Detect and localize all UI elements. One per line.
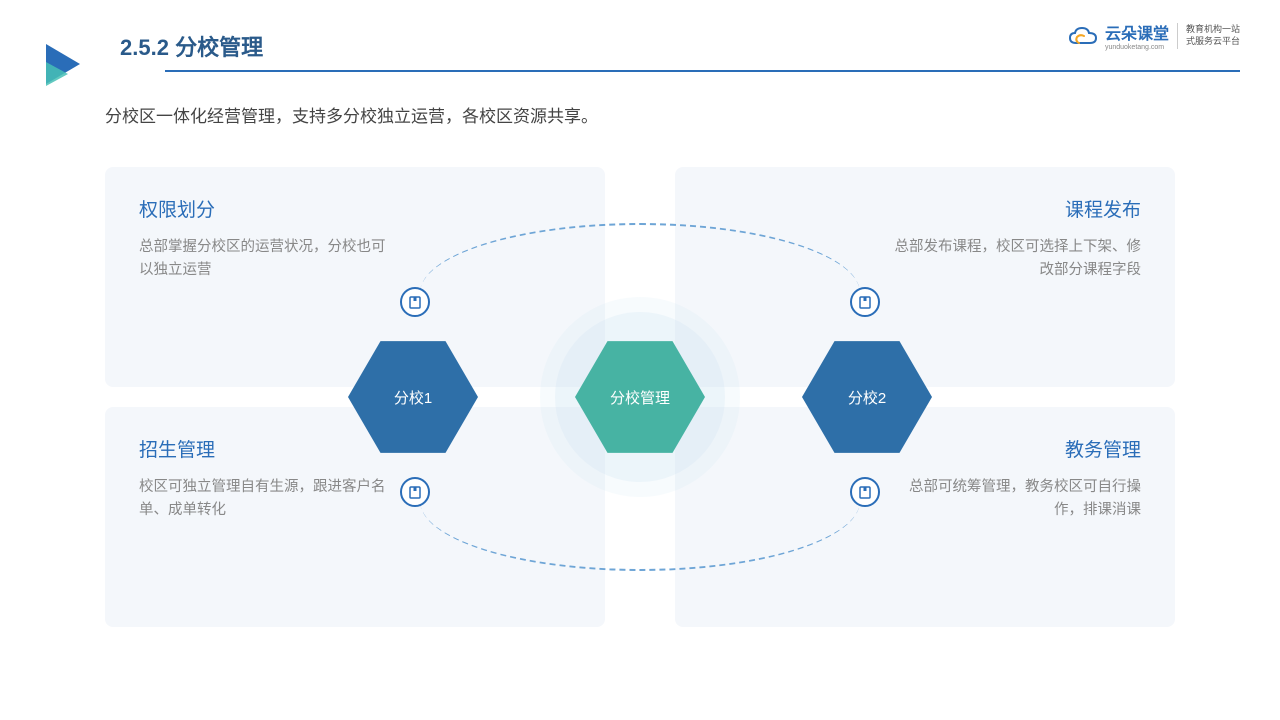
hexagon-branch2: 分校2 [802,341,932,453]
logo-domain-text: yunduoketang.com [1105,44,1169,51]
card-desc: 总部可统筹管理，教务校区可自行操作，排课消课 [881,476,1141,522]
card-desc: 总部掌握分校区的运营状况，分校也可以独立运营 [139,236,399,282]
hexagon-branch1: 分校1 [348,341,478,453]
logo-tagline: 教育机构一站 式服务云平台 [1186,24,1240,47]
logo-divider [1177,23,1178,49]
page-subtitle: 分校区一体化经营管理，支持多分校独立运营，各校区资源共享。 [105,102,1280,127]
card-desc: 校区可独立管理自有生源，跟进客户名单、成单转化 [139,476,399,522]
cloud-icon [1069,27,1097,45]
section-number: 2.5.2 [120,35,169,60]
hex-label: 分校管理 [610,387,670,408]
node-icon [400,287,430,317]
node-icon [400,477,430,507]
play-icon [40,40,88,88]
content-area: 权限划分 总部掌握分校区的运营状况，分校也可以独立运营 课程发布 总部发布课程，… [105,167,1175,627]
hexagon-center: 分校管理 [575,341,705,453]
node-icon [850,287,880,317]
brand-logo: 云朵课堂 yunduoketang.com 教育机构一站 式服务云平台 [1069,20,1240,51]
card-title: 课程发布 [709,195,1141,222]
title-underline [165,70,1240,72]
hex-label: 分校1 [394,387,432,408]
card-desc: 总部发布课程，校区可选择上下架、修改部分课程字段 [881,236,1141,282]
node-icon [850,477,880,507]
section-name: 分校管理 [175,35,263,60]
card-title: 权限划分 [139,195,571,222]
center-diagram: 分校1 分校管理 分校2 [380,297,900,497]
hex-label: 分校2 [848,387,886,408]
logo-brand-text: 云朵课堂 [1105,20,1169,44]
